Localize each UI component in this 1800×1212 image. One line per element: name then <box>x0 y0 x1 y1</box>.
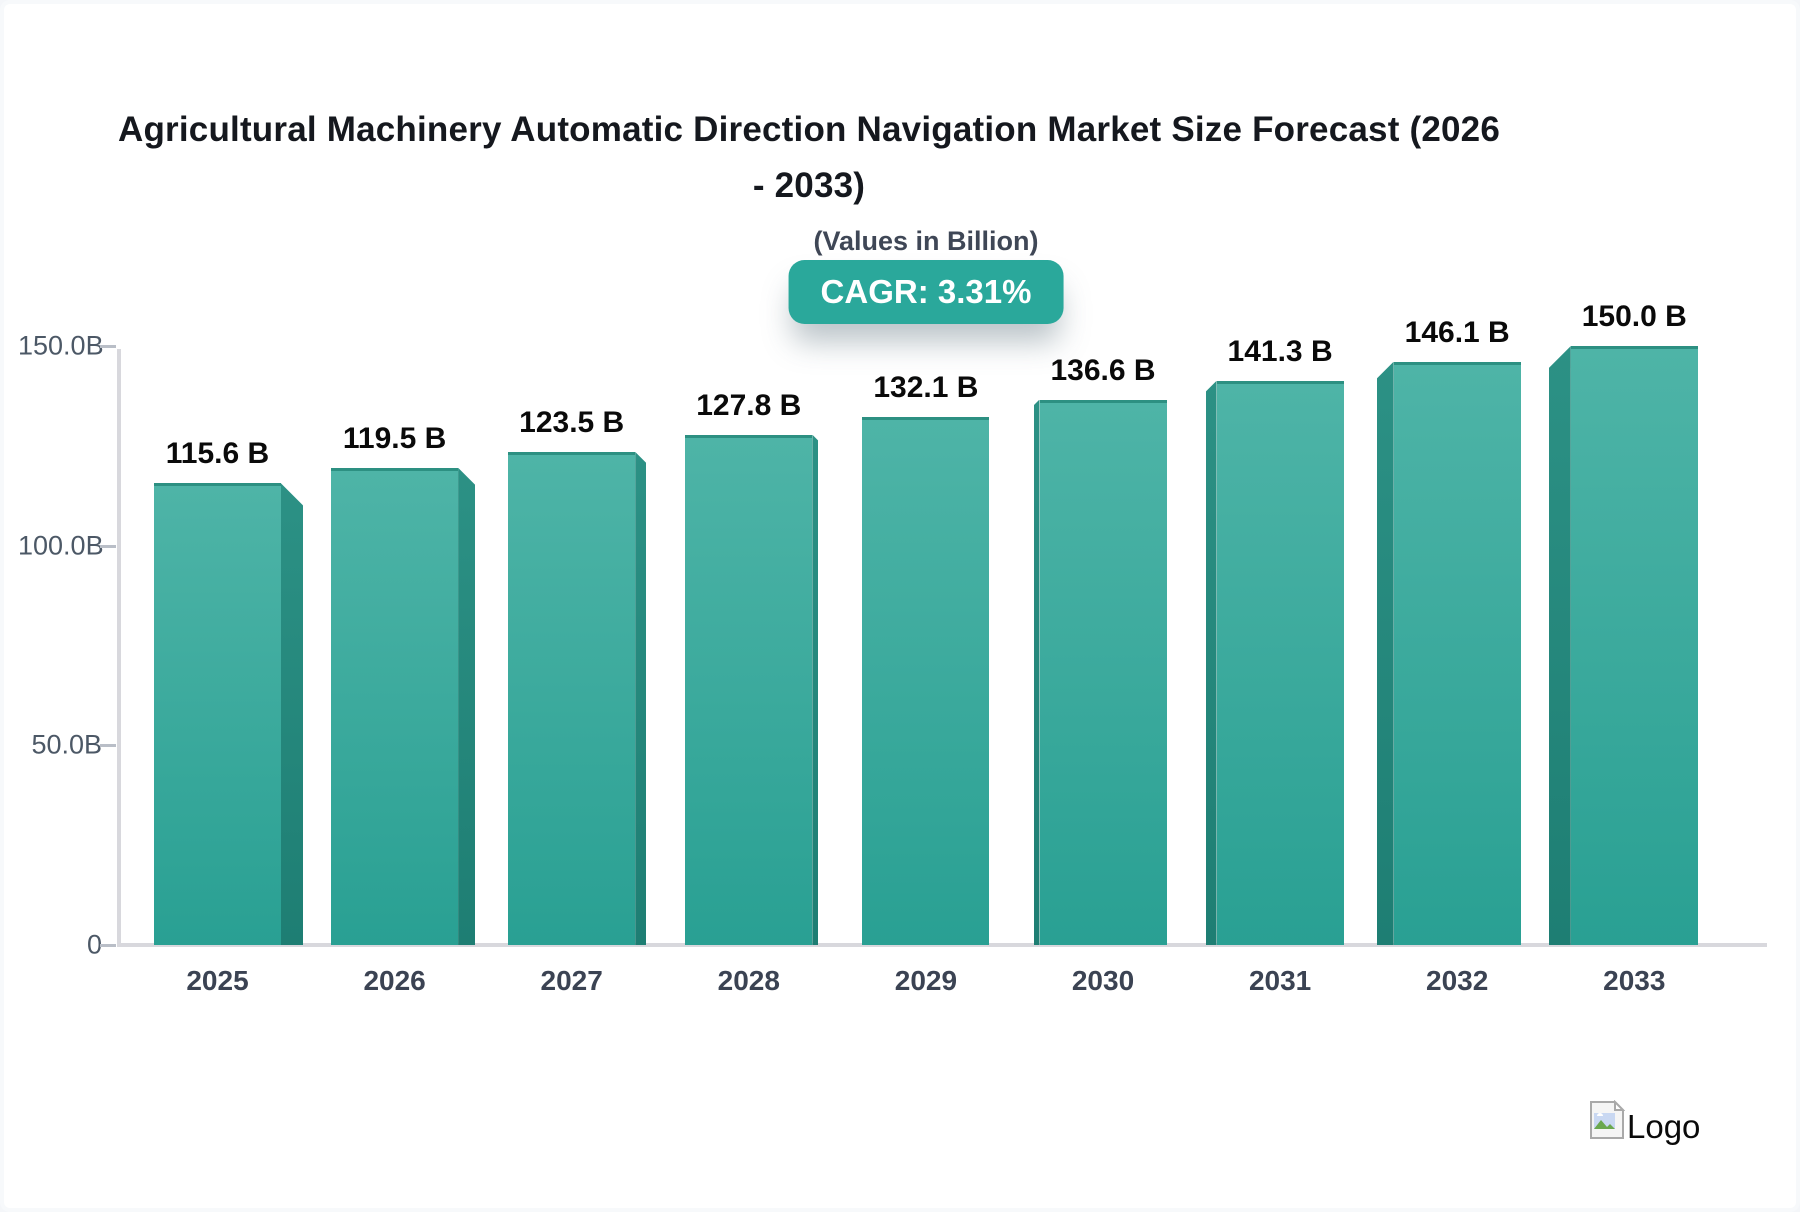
bar-value-label: 146.1 B <box>1404 315 1510 349</box>
bar-front <box>331 467 459 945</box>
bar-front <box>1393 361 1521 945</box>
bar-front <box>862 417 990 945</box>
bar-side <box>1205 380 1217 945</box>
x-axis-label: 2028 <box>717 965 780 996</box>
bar-front <box>508 451 636 945</box>
x-axis-label: 2025 <box>186 965 249 996</box>
bar-front <box>685 434 813 945</box>
x-axis-label: 2033 <box>1603 965 1666 996</box>
bar-side <box>812 434 819 945</box>
bar-value-label: 136.6 B <box>1050 353 1156 387</box>
x-axis-label: 2029 <box>894 965 958 996</box>
bar-value-label: 115.6 B <box>165 437 270 471</box>
y-tick-mark <box>100 944 116 947</box>
x-axis-line <box>117 943 1767 947</box>
y-tick-mark <box>100 544 116 548</box>
bar-value-label: 132.1 B <box>873 371 979 405</box>
bar-side <box>458 467 476 945</box>
bar-value-label: 119.5 B <box>342 421 447 455</box>
y-tick-label: 150.0B <box>18 330 104 361</box>
bar-value-label: 127.8 B <box>696 388 802 422</box>
bar-side <box>1548 346 1571 945</box>
y-tick-mark <box>100 744 116 748</box>
y-tick-label: 50.0B <box>31 729 102 760</box>
chart-title: Agricultural Machinery Automatic Directi… <box>59 102 1559 214</box>
chart-title-line1: Agricultural Machinery Automatic Directi… <box>117 110 1501 149</box>
bar-front <box>1570 346 1698 945</box>
bar-front <box>154 483 281 945</box>
bar-side <box>1033 399 1040 945</box>
plot-area: 0 50.0B 100.0B 150.0B 115.6 B 2025 119.5 B 2026… <box>4 4 1796 1208</box>
y-axis-line <box>117 349 121 947</box>
y-tick-label: 0 <box>86 929 102 960</box>
bar-side <box>635 451 647 945</box>
x-axis-label: 2032 <box>1426 965 1489 996</box>
x-axis-label: 2030 <box>1071 965 1135 996</box>
chart-title-line2: - 2033) <box>752 166 866 205</box>
cagr-badge: CAGR: 3.31% <box>788 260 1064 324</box>
bar-front <box>1039 399 1167 945</box>
y-tick-mark <box>100 345 116 348</box>
bar-side <box>1376 361 1394 945</box>
bar-value-label: 150.0 B <box>1581 300 1687 333</box>
bar-front <box>1216 380 1344 945</box>
x-axis-label: 2027 <box>540 965 603 996</box>
x-axis-label: 2031 <box>1248 965 1312 996</box>
x-axis-label: 2026 <box>363 965 426 996</box>
bar-value-label: 123.5 B <box>519 405 625 439</box>
y-tick-label: 100.0B <box>18 530 104 561</box>
bar-value-label: 141.3 B <box>1227 334 1333 368</box>
broken-image-icon <box>1590 1100 1625 1139</box>
logo-text: Logo <box>1627 1108 1701 1145</box>
chart-subtitle: (Values in Billion) <box>813 226 1039 256</box>
bar-side <box>281 483 303 945</box>
logo: Logo <box>1589 1100 1700 1146</box>
